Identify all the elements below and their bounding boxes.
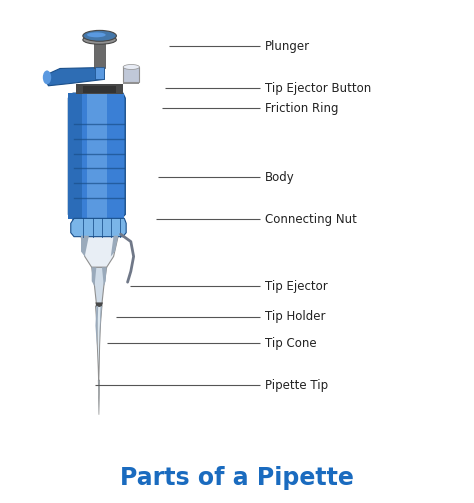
Text: Tip Ejector Button: Tip Ejector Button	[265, 82, 371, 95]
Polygon shape	[91, 267, 96, 286]
Polygon shape	[98, 380, 100, 415]
Polygon shape	[95, 306, 102, 385]
Text: Plunger: Plunger	[265, 40, 310, 53]
Bar	[94, 31, 105, 68]
Polygon shape	[123, 67, 139, 82]
Polygon shape	[87, 94, 107, 218]
Polygon shape	[44, 67, 104, 86]
Text: Tip Holder: Tip Holder	[265, 310, 326, 323]
Ellipse shape	[83, 35, 117, 44]
Polygon shape	[95, 306, 98, 346]
Text: Tip Ejector: Tip Ejector	[265, 280, 328, 293]
Text: Friction Ring: Friction Ring	[265, 102, 338, 115]
Polygon shape	[68, 93, 125, 219]
Polygon shape	[123, 82, 139, 85]
Polygon shape	[107, 94, 124, 218]
Polygon shape	[71, 218, 126, 236]
Polygon shape	[95, 67, 104, 79]
Polygon shape	[111, 236, 118, 257]
Text: Body: Body	[265, 171, 295, 184]
Polygon shape	[95, 302, 103, 307]
Ellipse shape	[87, 32, 106, 37]
Ellipse shape	[43, 70, 51, 85]
Polygon shape	[91, 267, 107, 303]
Polygon shape	[81, 236, 118, 267]
Text: Tip Cone: Tip Cone	[265, 337, 317, 350]
Text: Pipette Tip: Pipette Tip	[265, 379, 328, 391]
Text: Connecting Nut: Connecting Nut	[265, 213, 357, 226]
Ellipse shape	[123, 64, 139, 69]
Polygon shape	[68, 93, 82, 219]
Polygon shape	[81, 236, 89, 257]
Polygon shape	[102, 267, 107, 286]
Ellipse shape	[83, 30, 117, 41]
Polygon shape	[99, 306, 102, 346]
Polygon shape	[76, 85, 123, 94]
Polygon shape	[83, 86, 116, 93]
Text: Parts of a Pipette: Parts of a Pipette	[120, 466, 354, 490]
